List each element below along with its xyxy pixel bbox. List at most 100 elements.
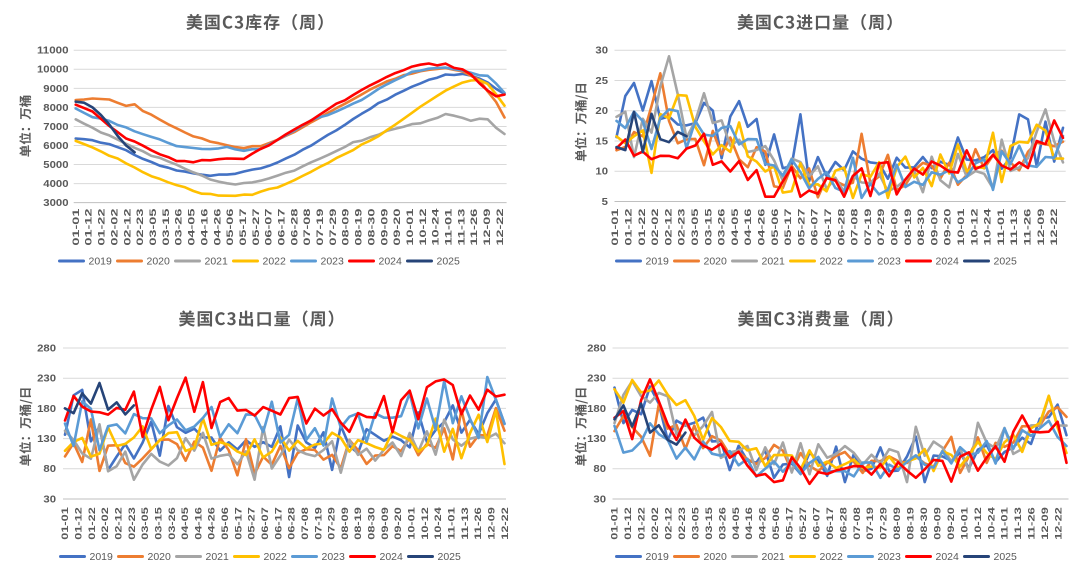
svg-text:12-22: 12-22 [1054,507,1065,540]
svg-text:11-26: 11-26 [1027,507,1038,540]
svg-text:2025: 2025 [994,551,1018,563]
svg-text:12-09: 12-09 [486,507,497,540]
svg-text:04-05: 04-05 [730,208,741,246]
svg-text:180: 180 [587,404,606,415]
svg-text:05-06: 05-06 [771,507,782,540]
svg-text:2021: 2021 [762,256,786,268]
svg-text:02-23: 02-23 [677,209,688,246]
svg-text:06-17: 06-17 [273,507,284,540]
svg-text:02-02: 02-02 [650,209,661,246]
svg-text:06-07: 06-07 [264,209,275,246]
svg-text:2024: 2024 [379,256,403,268]
svg-text:05-17: 05-17 [785,507,796,539]
svg-text:03-05: 03-05 [690,506,701,539]
svg-text:2019: 2019 [646,551,670,563]
svg-text:2024: 2024 [936,256,960,268]
svg-text:03-26: 03-26 [174,209,185,246]
svg-text:5: 5 [602,197,609,208]
svg-text:07-29: 07-29 [876,209,887,246]
svg-text:15: 15 [595,136,608,147]
svg-text:03-05: 03-05 [690,208,701,246]
svg-text:2023: 2023 [878,551,902,563]
svg-text:05-27: 05-27 [247,507,258,540]
svg-text:07-08: 07-08 [852,507,863,540]
svg-text:04-05: 04-05 [187,208,198,246]
svg-text:01-12: 01-12 [624,209,635,246]
svg-text:02-23: 02-23 [127,507,138,540]
svg-text:04-16: 04-16 [193,507,204,540]
svg-text:10-24: 10-24 [433,506,444,539]
svg-text:06-17: 06-17 [823,209,834,246]
svg-text:06-28: 06-28 [836,209,847,246]
svg-text:80: 80 [43,464,56,475]
svg-text:10-24: 10-24 [431,208,442,246]
svg-text:08-30: 08-30 [366,209,377,246]
svg-text:01-01: 01-01 [60,506,71,539]
svg-text:09-20: 09-20 [943,209,954,246]
svg-text:02-12: 02-12 [664,507,675,540]
svg-text:230: 230 [587,374,606,385]
svg-text:10-01: 10-01 [407,506,418,539]
svg-text:07-19: 07-19 [315,209,326,246]
svg-text:07-29: 07-29 [879,507,890,540]
svg-text:2020: 2020 [704,256,728,268]
svg-text:12-22: 12-22 [495,209,506,246]
svg-text:11-01: 11-01 [1000,506,1011,539]
svg-text:05-17: 05-17 [783,209,794,246]
svg-text:07-29: 07-29 [328,209,339,246]
svg-text:2022: 2022 [264,551,288,563]
svg-text:03-05: 03-05 [140,506,151,539]
svg-text:11-13: 11-13 [1009,209,1020,246]
svg-text:03-26: 03-26 [717,209,728,246]
svg-text:04-16: 04-16 [743,209,754,246]
svg-text:05-27: 05-27 [251,209,262,246]
svg-text:2020: 2020 [704,551,728,563]
svg-text:10-24: 10-24 [983,208,994,246]
svg-text:08-09: 08-09 [340,507,351,540]
svg-text:9000: 9000 [43,84,69,95]
svg-text:05-06: 05-06 [225,209,236,246]
svg-text:12-22: 12-22 [1049,209,1060,246]
svg-text:06-07: 06-07 [810,209,821,246]
svg-text:12-09: 12-09 [482,209,493,246]
svg-text:2025: 2025 [438,551,462,563]
svg-text:2022: 2022 [263,256,287,268]
svg-text:08-30: 08-30 [919,507,930,540]
svg-text:10-24: 10-24 [986,506,997,539]
svg-text:01-22: 01-22 [87,507,98,540]
svg-text:05-06: 05-06 [770,209,781,246]
svg-text:08-19: 08-19 [906,507,917,540]
svg-text:08-30: 08-30 [916,209,927,246]
svg-text:02-12: 02-12 [114,507,125,540]
svg-text:03-15: 03-15 [703,208,714,246]
svg-text:04-26: 04-26 [212,209,223,246]
svg-text:09-20: 09-20 [392,209,403,246]
svg-text:2022: 2022 [820,256,844,268]
svg-text:01-01: 01-01 [610,208,621,246]
svg-text:06-07: 06-07 [811,507,822,540]
svg-text:05-27: 05-27 [796,209,807,246]
svg-text:04-05: 04-05 [180,506,191,539]
svg-text:01-01: 01-01 [610,506,621,539]
svg-text:10-12: 10-12 [420,507,431,540]
svg-text:07-19: 07-19 [863,209,874,246]
svg-text:20: 20 [595,106,608,117]
svg-text:08-30: 08-30 [367,507,378,540]
svg-text:10-01: 10-01 [959,506,970,539]
svg-text:07-19: 07-19 [313,507,324,540]
svg-text:11-01: 11-01 [996,207,1007,245]
svg-text:09-20: 09-20 [946,507,957,540]
svg-text:2021: 2021 [205,256,229,268]
svg-text:25: 25 [595,76,608,87]
svg-text:03-05: 03-05 [148,208,159,246]
svg-text:12-22: 12-22 [500,507,511,540]
svg-text:03-15: 03-15 [153,506,164,539]
svg-text:6000: 6000 [43,141,69,152]
svg-text:07-08: 07-08 [302,209,313,246]
svg-text:06-28: 06-28 [289,209,300,246]
svg-text:03-15: 03-15 [161,208,172,246]
svg-text:10-12: 10-12 [973,507,984,540]
svg-text:130: 130 [587,434,606,445]
svg-text:10-12: 10-12 [418,209,429,246]
svg-text:03-15: 03-15 [704,506,715,539]
